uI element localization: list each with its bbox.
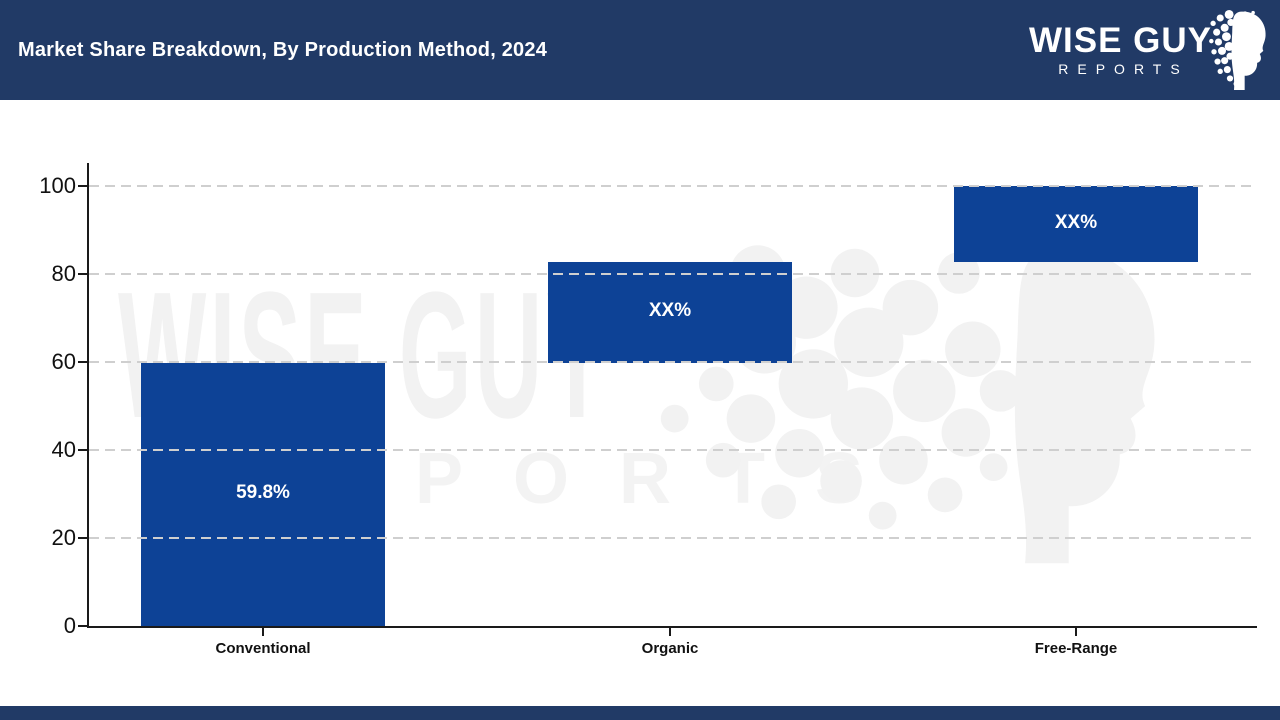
header-bar: Market Share Breakdown, By Production Me… — [0, 0, 1280, 100]
x-axis-tick — [262, 628, 264, 636]
y-tick-label: 80 — [51, 261, 76, 286]
x-category-label: Conventional — [215, 640, 311, 657]
bar-conventional: 59.8% — [141, 362, 385, 626]
y-axis-tick — [78, 273, 87, 275]
y-axis-tick — [78, 625, 87, 627]
x-category-label: Organic — [641, 640, 699, 657]
logo-wordmark: WISE GUY REPORTS — [1028, 21, 1212, 78]
gridline — [89, 185, 1257, 187]
x-axis-tick — [669, 628, 671, 636]
x-axis-tick — [1075, 628, 1077, 636]
bar-value-label: 59.8% — [236, 482, 290, 504]
x-category-label: Free-Range — [1034, 640, 1118, 657]
chart-area: WISE GUY REPORTS 0 20 40 60 80 100 59.8% XX% XX%… — [0, 100, 1280, 706]
y-tick-label: 40 — [51, 437, 76, 462]
logo-wordmark-line1: WISE GUY — [1028, 21, 1212, 60]
bar-value-label: XX% — [1054, 211, 1098, 233]
y-tick-label: 0 — [63, 613, 76, 638]
logo-wordmark-line2: REPORTS — [1058, 61, 1189, 77]
y-axis-tick — [78, 185, 87, 187]
gridline — [89, 273, 1257, 275]
x-axis-line — [87, 626, 1257, 628]
y-axis-tick — [78, 361, 87, 363]
plot: 0 20 40 60 80 100 59.8% XX% XX% Conventional Organ… — [0, 100, 1280, 706]
brand-logo: WISE GUY REPORTS — [1029, 6, 1270, 94]
chart-title: Market Share Breakdown, By Production Me… — [18, 38, 548, 61]
bar-organic: XX% — [548, 261, 792, 363]
y-axis-tick — [78, 449, 87, 451]
bar-value-label: XX% — [648, 300, 692, 322]
y-axis-tick — [78, 537, 87, 539]
y-tick-label: 60 — [51, 349, 76, 374]
gridline — [89, 537, 1257, 539]
gridline — [89, 449, 1257, 451]
footer-bar — [0, 706, 1280, 720]
bar-free-range: XX% — [954, 186, 1198, 262]
y-axis-line — [87, 163, 89, 628]
y-tick-label: 20 — [51, 525, 76, 550]
gridline — [89, 361, 1257, 363]
head-profile-dots-icon — [1209, 10, 1266, 90]
y-tick-label: 100 — [39, 173, 76, 198]
